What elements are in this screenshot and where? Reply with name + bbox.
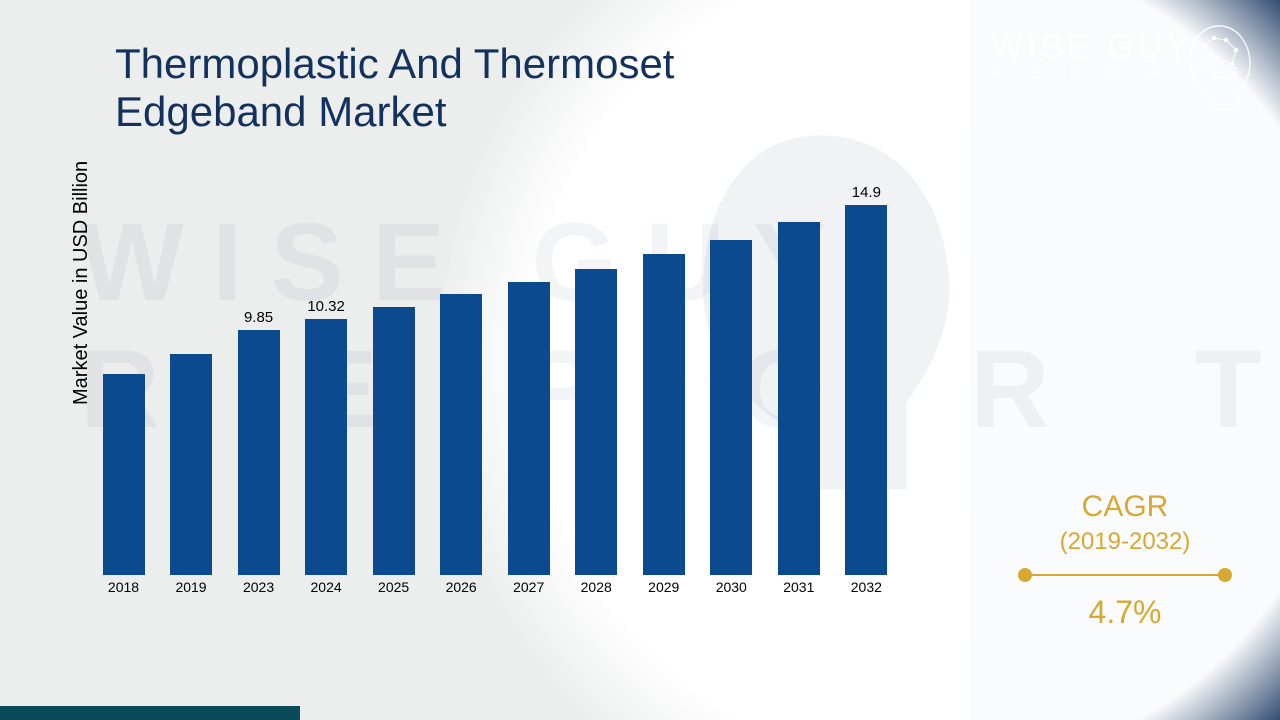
x-tick-label: 2029 bbox=[630, 579, 697, 595]
x-tick-label: 2032 bbox=[833, 579, 900, 595]
x-tick-label: 2026 bbox=[428, 579, 495, 595]
x-tick-label: 2028 bbox=[563, 579, 630, 595]
bar bbox=[170, 354, 212, 575]
bar bbox=[643, 254, 685, 575]
bar bbox=[238, 330, 280, 575]
logo-head-icon bbox=[1184, 24, 1254, 114]
cagr-divider bbox=[1025, 574, 1225, 576]
bar bbox=[508, 282, 550, 575]
x-tick-label: 2018 bbox=[90, 579, 157, 595]
bar-column bbox=[373, 165, 415, 575]
bar bbox=[845, 205, 887, 575]
bar-column bbox=[778, 165, 820, 575]
x-tick-label: 2030 bbox=[698, 579, 765, 595]
bar-value-label: 9.85 bbox=[244, 309, 273, 327]
bar-column bbox=[103, 165, 145, 575]
x-tick-label: 2031 bbox=[765, 579, 832, 595]
bar-value-label: 10.32 bbox=[307, 298, 345, 316]
title-line1: Thermoplastic And Thermoset bbox=[115, 40, 674, 88]
bar-column: 14.9 bbox=[845, 165, 887, 575]
title-line2: Edgeband Market bbox=[115, 88, 674, 136]
bar-column: 9.85 bbox=[238, 165, 280, 575]
x-axis: 2018201920232024202520262027202820292030… bbox=[90, 579, 900, 595]
chart-title: Thermoplastic And Thermoset Edgeband Mar… bbox=[115, 40, 674, 137]
bar bbox=[778, 222, 820, 575]
brand-logo: WISE GUY R E P O R T S bbox=[991, 28, 1250, 83]
bar-column: 10.32 bbox=[305, 165, 347, 575]
x-tick-label: 2027 bbox=[495, 579, 562, 595]
cagr-range: (2019-2032) bbox=[1015, 528, 1235, 556]
bar-column bbox=[440, 165, 482, 575]
page-canvas: WISE GUY R E P O R T S Thermoplastic And… bbox=[0, 0, 1280, 720]
bar bbox=[103, 374, 145, 575]
x-tick-label: 2019 bbox=[158, 579, 225, 595]
bar-column bbox=[170, 165, 212, 575]
x-tick-label: 2024 bbox=[293, 579, 360, 595]
cagr-value: 4.7% bbox=[1015, 594, 1235, 631]
bar bbox=[710, 240, 752, 575]
bar bbox=[305, 319, 347, 575]
bottom-accent-strip bbox=[0, 706, 300, 720]
bar-column bbox=[643, 165, 685, 575]
bar bbox=[575, 269, 617, 575]
plot-area: 9.85 10.32 14.9 bbox=[90, 165, 900, 575]
bar bbox=[373, 307, 415, 575]
cagr-callout: CAGR (2019-2032) 4.7% bbox=[1015, 490, 1235, 631]
bar bbox=[440, 294, 482, 575]
bar-column bbox=[575, 165, 617, 575]
x-tick-label: 2025 bbox=[360, 579, 427, 595]
bar-column bbox=[508, 165, 550, 575]
bar-value-label: 14.9 bbox=[852, 184, 881, 202]
bar-chart: 9.8510.3214.9 20182019202320242025202620… bbox=[90, 165, 900, 600]
x-tick-label: 2023 bbox=[225, 579, 292, 595]
bar-column bbox=[710, 165, 752, 575]
cagr-title: CAGR bbox=[1015, 490, 1235, 524]
